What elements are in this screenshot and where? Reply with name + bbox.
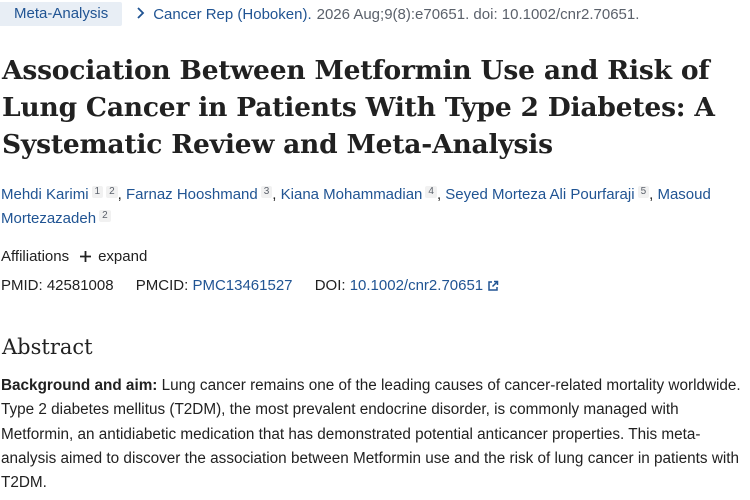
author-link[interactable]: Masoud Mortezazadeh [1, 186, 711, 227]
authors-list: Mehdi Karimi 1 2, Farnaz Hooshmand 3, Kiana… [1, 186, 711, 227]
chevron-right-icon [136, 6, 145, 23]
affiliation-ref[interactable]: 1 [91, 186, 104, 198]
author-link[interactable]: Mehdi Karimi [1, 186, 89, 203]
plus-icon [79, 248, 92, 266]
pmcid-label: PMCID: [135, 277, 189, 294]
affiliation-ref[interactable]: 4 [425, 186, 437, 198]
abstract-section-label: Background and aim: [1, 377, 158, 394]
author-link[interactable]: Seyed Morteza Ali Pourfaraji [445, 186, 635, 203]
article-header-bar: Meta-Analysis Cancer Rep (Hoboken). 2026… [0, 2, 640, 26]
affiliations-label: Affiliations [1, 248, 70, 265]
citation-info: 2026 Aug;9(8):e70651. doi: 10.1002/cnr2.… [316, 5, 640, 23]
affiliation-ref[interactable]: 2 [106, 186, 118, 198]
pmid-label: PMID: [1, 277, 43, 294]
doi-value: 10.1002/cnr2.70651 [349, 277, 484, 294]
doi-link[interactable]: 10.1002/cnr2.70651 [350, 277, 499, 294]
pmid-value: 42581008 [46, 277, 114, 294]
article-title: Association Between Metformin Use and Ri… [2, 55, 715, 160]
author-link[interactable]: Kiana Mohammadian [280, 186, 423, 203]
affiliations-row: Affiliations expand [1, 247, 147, 267]
article-identifiers: PMID: 42581008 PMCID: PMC13461527 DOI: 1… [1, 276, 499, 298]
publication-type-badge[interactable]: Meta-Analysis [0, 2, 123, 26]
affiliation-ref[interactable]: 5 [637, 186, 650, 198]
external-link-icon [487, 278, 499, 298]
affiliation-ref[interactable]: 3 [260, 186, 273, 198]
abstract-heading: Abstract [2, 335, 93, 359]
expand-affiliations-button[interactable]: expand [79, 247, 147, 267]
pmcid-link[interactable]: PMC13461527 [192, 277, 293, 294]
expand-label: expand [98, 248, 148, 265]
affiliation-ref[interactable]: 2 [99, 210, 111, 222]
author-link[interactable]: Farnaz Hooshmand [126, 186, 258, 203]
abstract-section-text: Lung cancer remains one of the leading c… [1, 377, 741, 492]
abstract-paragraph: Background and aim: Lung cancer remains … [1, 374, 743, 495]
journal-link[interactable]: Cancer Rep (Hoboken). [153, 5, 312, 23]
doi-label: DOI: [314, 277, 346, 294]
